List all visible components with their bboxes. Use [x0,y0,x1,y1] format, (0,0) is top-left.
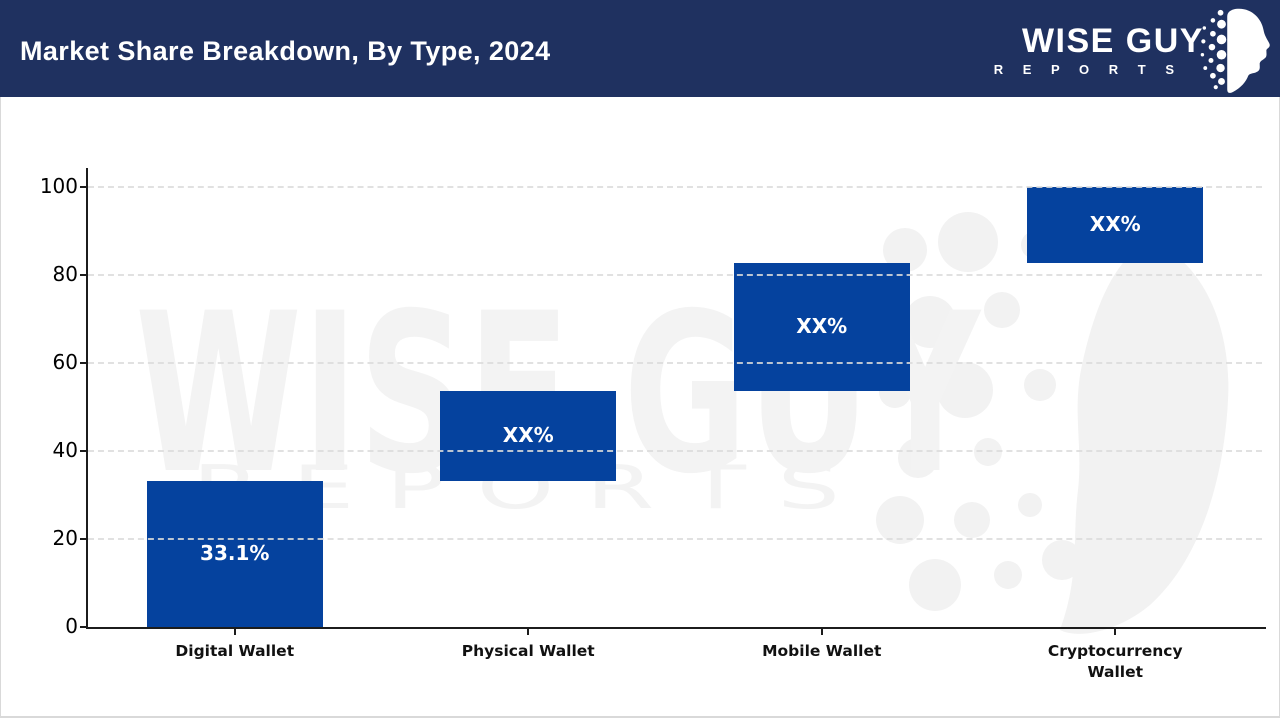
y-tick-label-100: 100 [39,174,78,198]
y-tick-mark [80,626,88,628]
x-tick-mark [233,627,236,635]
x-tick-mark [820,627,823,635]
category-label-cryptocurrency-wallet: Cryptocurrency Wallet [1047,642,1183,681]
x-tick-mark [1114,627,1117,635]
y-axis-line [86,168,88,629]
category-label-digital-wallet: Digital Wallet [175,642,295,660]
bar-mobile-wallet [733,262,910,391]
brand-name: WISE GUY [1021,22,1204,60]
gridline-60 [88,362,1262,364]
y-tick-label-60: 60 [52,350,78,374]
bar-value-label: 33.1% [200,541,270,566]
gridline-40 [88,450,1262,452]
bar-cryptocurrency-wallet [1027,187,1204,263]
bar-value-label: XX% [796,313,848,338]
y-tick-mark [80,538,88,540]
y-tick-label-0: 0 [65,614,78,638]
y-tick-mark [80,274,88,276]
category-label-physical-wallet: Physical Wallet [461,642,595,660]
x-axis-line [86,627,1266,629]
y-tick-mark [80,186,88,188]
brand-subtitle: R E P O R T S [993,62,1182,77]
y-tick-label-80: 80 [52,262,78,286]
gridline-80 [88,274,1262,276]
gridline-100 [88,186,1262,188]
wise-guy-face-icon [1200,8,1270,93]
category-label-mobile-wallet: Mobile Wallet [762,642,882,660]
chart-title: Market Share Breakdown, By Type, 2024 [20,36,551,66]
y-tick-mark [80,450,88,452]
y-tick-mark [80,362,88,364]
bar-physical-wallet [440,390,617,482]
x-tick-mark [527,627,530,635]
y-tick-label-40: 40 [52,438,78,462]
bar-value-label: XX% [1089,211,1141,236]
bar-value-label: XX% [502,423,554,448]
gridline-20 [88,538,1262,540]
header-bar: Market Share Breakdown, By Type, 2024 WI… [0,0,1280,97]
y-tick-label-20: 20 [52,526,78,550]
bar-digital-wallet [146,481,323,627]
